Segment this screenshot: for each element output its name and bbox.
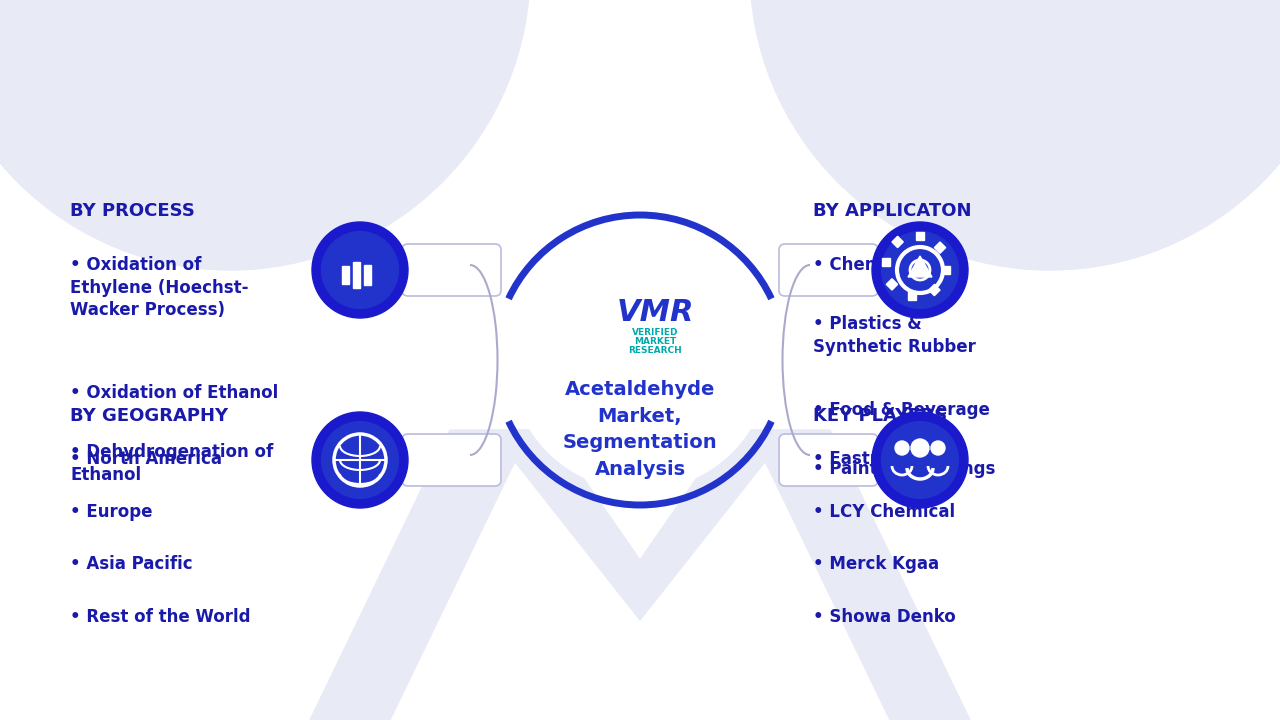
- Text: • Oxidation of Ethanol: • Oxidation of Ethanol: [70, 384, 279, 402]
- Bar: [934, 242, 946, 253]
- Text: BY PROCESS: BY PROCESS: [70, 202, 196, 220]
- Text: BY GEOGRAPHY: BY GEOGRAPHY: [70, 407, 229, 425]
- Text: Acetaldehyde
Market,
Segmentation
Analysis: Acetaldehyde Market, Segmentation Analys…: [563, 380, 717, 479]
- Circle shape: [872, 222, 968, 318]
- Text: • Oxidation of
Ethylene (Hoechst-
Wacker Process): • Oxidation of Ethylene (Hoechst- Wacker…: [70, 256, 248, 320]
- Circle shape: [321, 232, 398, 308]
- Circle shape: [312, 412, 408, 508]
- Bar: [908, 292, 916, 300]
- Circle shape: [750, 0, 1280, 270]
- Bar: [882, 258, 890, 266]
- Circle shape: [509, 230, 771, 490]
- FancyBboxPatch shape: [780, 434, 878, 486]
- Polygon shape: [310, 430, 530, 720]
- Text: VMR: VMR: [616, 297, 694, 326]
- Bar: [916, 232, 924, 240]
- Bar: [942, 266, 950, 274]
- Text: • Dehydrogenation of
Ethanol: • Dehydrogenation of Ethanol: [70, 443, 274, 484]
- Circle shape: [321, 422, 398, 498]
- Text: • Rest of the World: • Rest of the World: [70, 608, 251, 626]
- Text: • North America: • North America: [70, 450, 223, 468]
- FancyBboxPatch shape: [402, 244, 500, 296]
- Bar: [342, 266, 349, 284]
- Text: • Chemicals: • Chemicals: [813, 256, 924, 274]
- Text: • Plastics &
Synthetic Rubber: • Plastics & Synthetic Rubber: [813, 315, 975, 356]
- Bar: [364, 265, 371, 285]
- Text: RESEARCH: RESEARCH: [628, 346, 682, 354]
- Text: • Eastman: • Eastman: [813, 450, 910, 468]
- Text: • Showa Denko: • Showa Denko: [813, 608, 956, 626]
- Text: VERIFIED: VERIFIED: [632, 328, 678, 336]
- Circle shape: [882, 232, 959, 308]
- Circle shape: [931, 441, 945, 455]
- FancyBboxPatch shape: [402, 434, 500, 486]
- Bar: [353, 262, 360, 288]
- Text: • Food & Beverage: • Food & Beverage: [813, 401, 989, 419]
- Circle shape: [882, 422, 959, 498]
- Text: • Europe: • Europe: [70, 503, 152, 521]
- Bar: [886, 279, 897, 290]
- Circle shape: [911, 439, 929, 457]
- Bar: [929, 284, 940, 296]
- Bar: [892, 236, 904, 248]
- Polygon shape: [750, 430, 970, 720]
- Circle shape: [312, 222, 408, 318]
- Text: KEY PLAYERS: KEY PLAYERS: [813, 407, 947, 425]
- Text: • Asia Pacific: • Asia Pacific: [70, 555, 193, 573]
- Text: • Merck Kgaa: • Merck Kgaa: [813, 555, 940, 573]
- Circle shape: [0, 0, 530, 270]
- Circle shape: [895, 441, 909, 455]
- Polygon shape: [908, 256, 932, 277]
- FancyBboxPatch shape: [780, 244, 878, 296]
- Polygon shape: [490, 430, 790, 620]
- Text: BY APPLICATON: BY APPLICATON: [813, 202, 972, 220]
- Circle shape: [872, 412, 968, 508]
- Text: • Paints & Coatings: • Paints & Coatings: [813, 460, 995, 478]
- Text: MARKET: MARKET: [634, 336, 676, 346]
- Text: • LCY Chemical: • LCY Chemical: [813, 503, 955, 521]
